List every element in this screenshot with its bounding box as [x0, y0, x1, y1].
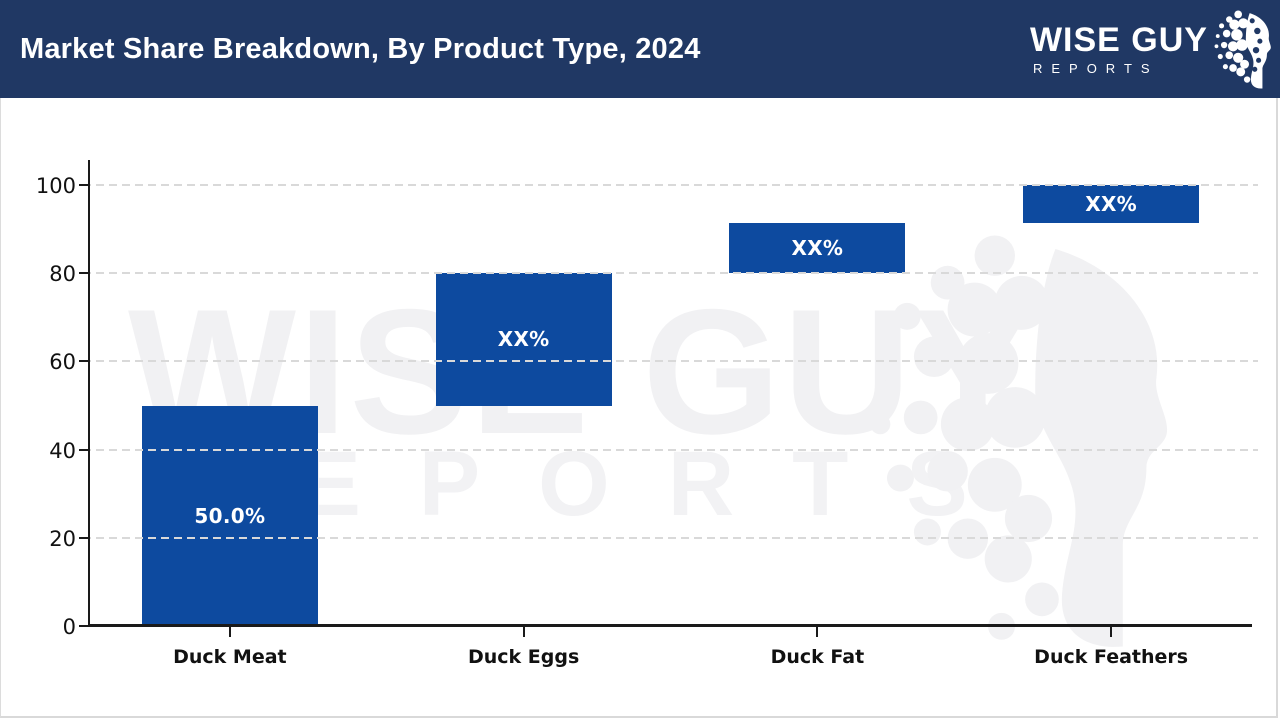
x-tick-label-duck-meat: Duck Meat	[173, 646, 287, 668]
bar-value-label: 50.0%	[194, 503, 266, 528]
logo-head-icon	[1214, 10, 1271, 89]
y-axis	[88, 160, 90, 627]
bar-duck-feathers: XX%	[1023, 185, 1200, 223]
wise-guy-reports-logo: WISE GUY REPORTS	[1030, 8, 1274, 91]
title-bar: Market Share Breakdown, By Product Type,…	[0, 0, 1280, 98]
y-tick-mark	[79, 536, 88, 539]
bar-value-label: XX%	[1085, 191, 1138, 216]
bar-duck-eggs: XX%	[435, 273, 612, 406]
gridline-y-100	[83, 184, 1258, 187]
x-tick-label-duck-eggs: Duck Eggs	[467, 646, 580, 668]
gridline-y-60	[83, 360, 1258, 363]
x-tick-mark	[522, 627, 525, 637]
y-tick-label: 80	[49, 262, 76, 287]
y-tick-mark	[79, 448, 88, 451]
y-tick-mark	[79, 184, 88, 187]
bar-value-label: XX%	[497, 327, 550, 352]
x-tick-mark	[228, 627, 231, 637]
page-title: Market Share Breakdown, By Product Type,…	[20, 32, 701, 65]
x-tick-label-duck-fat: Duck Fat	[770, 646, 865, 668]
y-tick-mark	[79, 625, 88, 627]
x-axis	[88, 624, 1252, 627]
x-tick-mark	[816, 627, 819, 637]
y-tick-label: 0	[62, 615, 76, 639]
bar-duck-fat: XX%	[729, 222, 906, 274]
logo-wordmark: WISE GUY	[1029, 21, 1208, 59]
gridline-y-80	[83, 272, 1258, 275]
gridline-y-20	[83, 536, 1258, 539]
gridline-y-40	[83, 448, 1258, 451]
bar-value-label: XX%	[791, 235, 844, 260]
y-tick-label: 20	[49, 526, 76, 551]
y-tick-label: 100	[35, 174, 76, 199]
y-tick-label: 60	[49, 350, 76, 375]
y-tick-mark	[79, 272, 88, 275]
y-tick-mark	[79, 360, 88, 363]
x-tick-label-duck-feathers: Duck Feathers	[1034, 646, 1189, 668]
logo-subtext: REPORTS	[1032, 61, 1159, 76]
y-tick-label: 40	[49, 438, 76, 463]
bar-duck-meat: 50.0%	[141, 405, 318, 626]
x-tick-mark	[1110, 627, 1113, 637]
